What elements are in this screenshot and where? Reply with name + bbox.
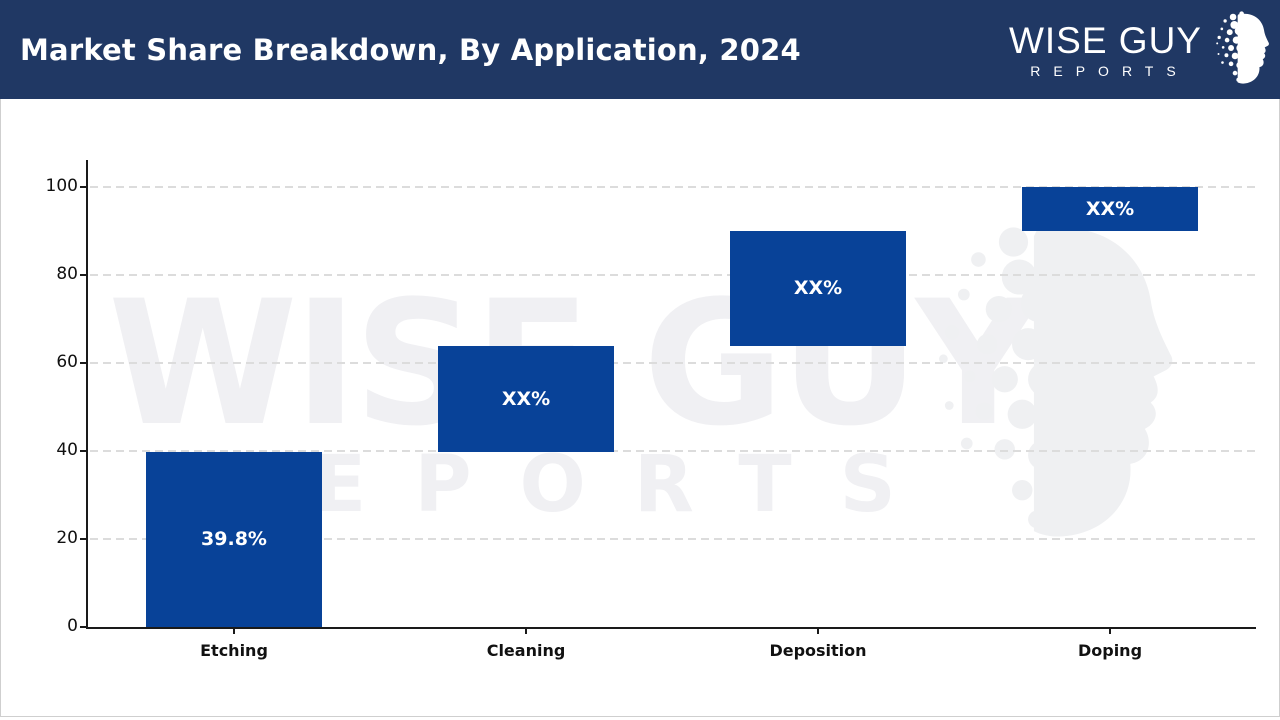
gridline <box>90 362 1256 364</box>
brand-name: WISE GUY <box>1008 20 1202 61</box>
brand-logo: WISE GUY REPORTS <box>1009 4 1270 96</box>
y-tick-label: 60 <box>56 352 78 372</box>
bar-etching: 39.8% <box>146 451 322 627</box>
bar-cleaning: XX% <box>438 345 614 452</box>
brand-wordmark: WISE GUY REPORTS <box>1009 22 1202 78</box>
x-tick-label-cleaning: Cleaning <box>486 641 566 660</box>
bar-doping: XX% <box>1022 187 1198 231</box>
page-border-left <box>0 99 1 717</box>
gridline <box>90 450 1256 452</box>
x-tick-label-doping: Doping <box>1077 641 1143 660</box>
y-tick <box>80 362 87 364</box>
y-tick-label: 100 <box>45 176 78 196</box>
bar-value-label: XX% <box>793 277 843 300</box>
page-border-bottom <box>0 716 1280 717</box>
page-title: Market Share Breakdown, By Application, … <box>20 32 801 67</box>
bar-value-label: XX% <box>501 387 551 410</box>
x-tick-label-etching: Etching <box>200 641 268 660</box>
x-tick-label-deposition: Deposition <box>769 641 867 660</box>
gridline <box>90 274 1256 276</box>
x-tick <box>525 629 527 634</box>
y-tick-label: 40 <box>56 440 78 460</box>
x-tick <box>233 629 235 634</box>
x-tick <box>817 629 819 634</box>
y-axis-spine <box>86 160 88 629</box>
x-tick <box>1109 629 1111 634</box>
x-axis-spine <box>86 627 1256 629</box>
y-tick-label: 80 <box>56 264 78 284</box>
y-tick-label: 0 <box>67 616 78 636</box>
y-tick <box>80 186 87 188</box>
y-tick-label: 20 <box>56 528 78 548</box>
wiseguy-head-icon <box>1204 9 1270 91</box>
bar-deposition: XX% <box>730 230 906 346</box>
bar-value-label: XX% <box>1085 197 1135 220</box>
bar-value-label: 39.8% <box>201 528 267 551</box>
y-tick <box>80 538 87 540</box>
y-tick <box>80 626 87 628</box>
y-tick <box>80 274 87 276</box>
y-tick <box>80 450 87 452</box>
brand-subname: REPORTS <box>1030 63 1189 79</box>
gridline <box>90 186 1256 188</box>
header-bar: Market Share Breakdown, By Application, … <box>0 0 1280 99</box>
gridline <box>90 538 1256 540</box>
